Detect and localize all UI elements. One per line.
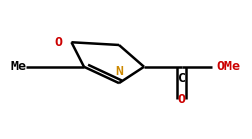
Text: OMe: OMe <box>216 60 240 73</box>
Text: N: N <box>115 65 122 78</box>
Text: O: O <box>177 93 185 106</box>
Text: Me: Me <box>10 60 26 73</box>
Text: O: O <box>54 36 62 49</box>
Text: C: C <box>177 72 185 85</box>
